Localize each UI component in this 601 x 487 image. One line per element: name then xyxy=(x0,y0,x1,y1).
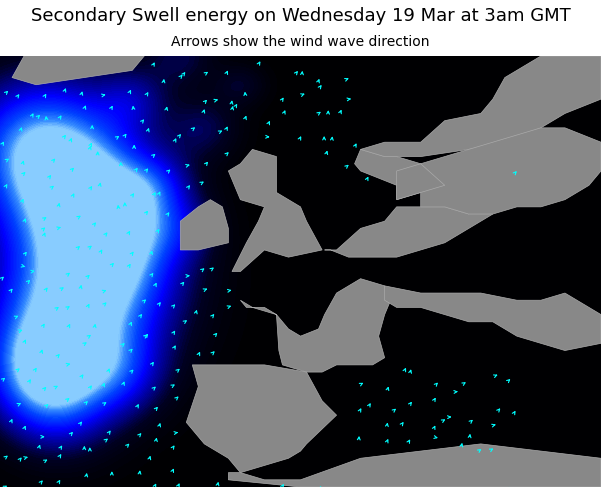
Polygon shape xyxy=(385,286,601,351)
Polygon shape xyxy=(355,150,445,200)
Polygon shape xyxy=(12,35,144,85)
Polygon shape xyxy=(228,444,601,487)
Text: Secondary Swell energy on Wednesday 19 Mar at 3am GMT: Secondary Swell energy on Wednesday 19 M… xyxy=(31,7,570,25)
Polygon shape xyxy=(180,200,228,250)
Polygon shape xyxy=(228,150,322,272)
Polygon shape xyxy=(325,207,493,257)
Polygon shape xyxy=(397,164,445,200)
Polygon shape xyxy=(421,128,601,214)
Text: Arrows show the wind wave direction: Arrows show the wind wave direction xyxy=(171,35,430,49)
Polygon shape xyxy=(240,279,391,372)
Polygon shape xyxy=(186,365,337,473)
Polygon shape xyxy=(361,56,601,156)
